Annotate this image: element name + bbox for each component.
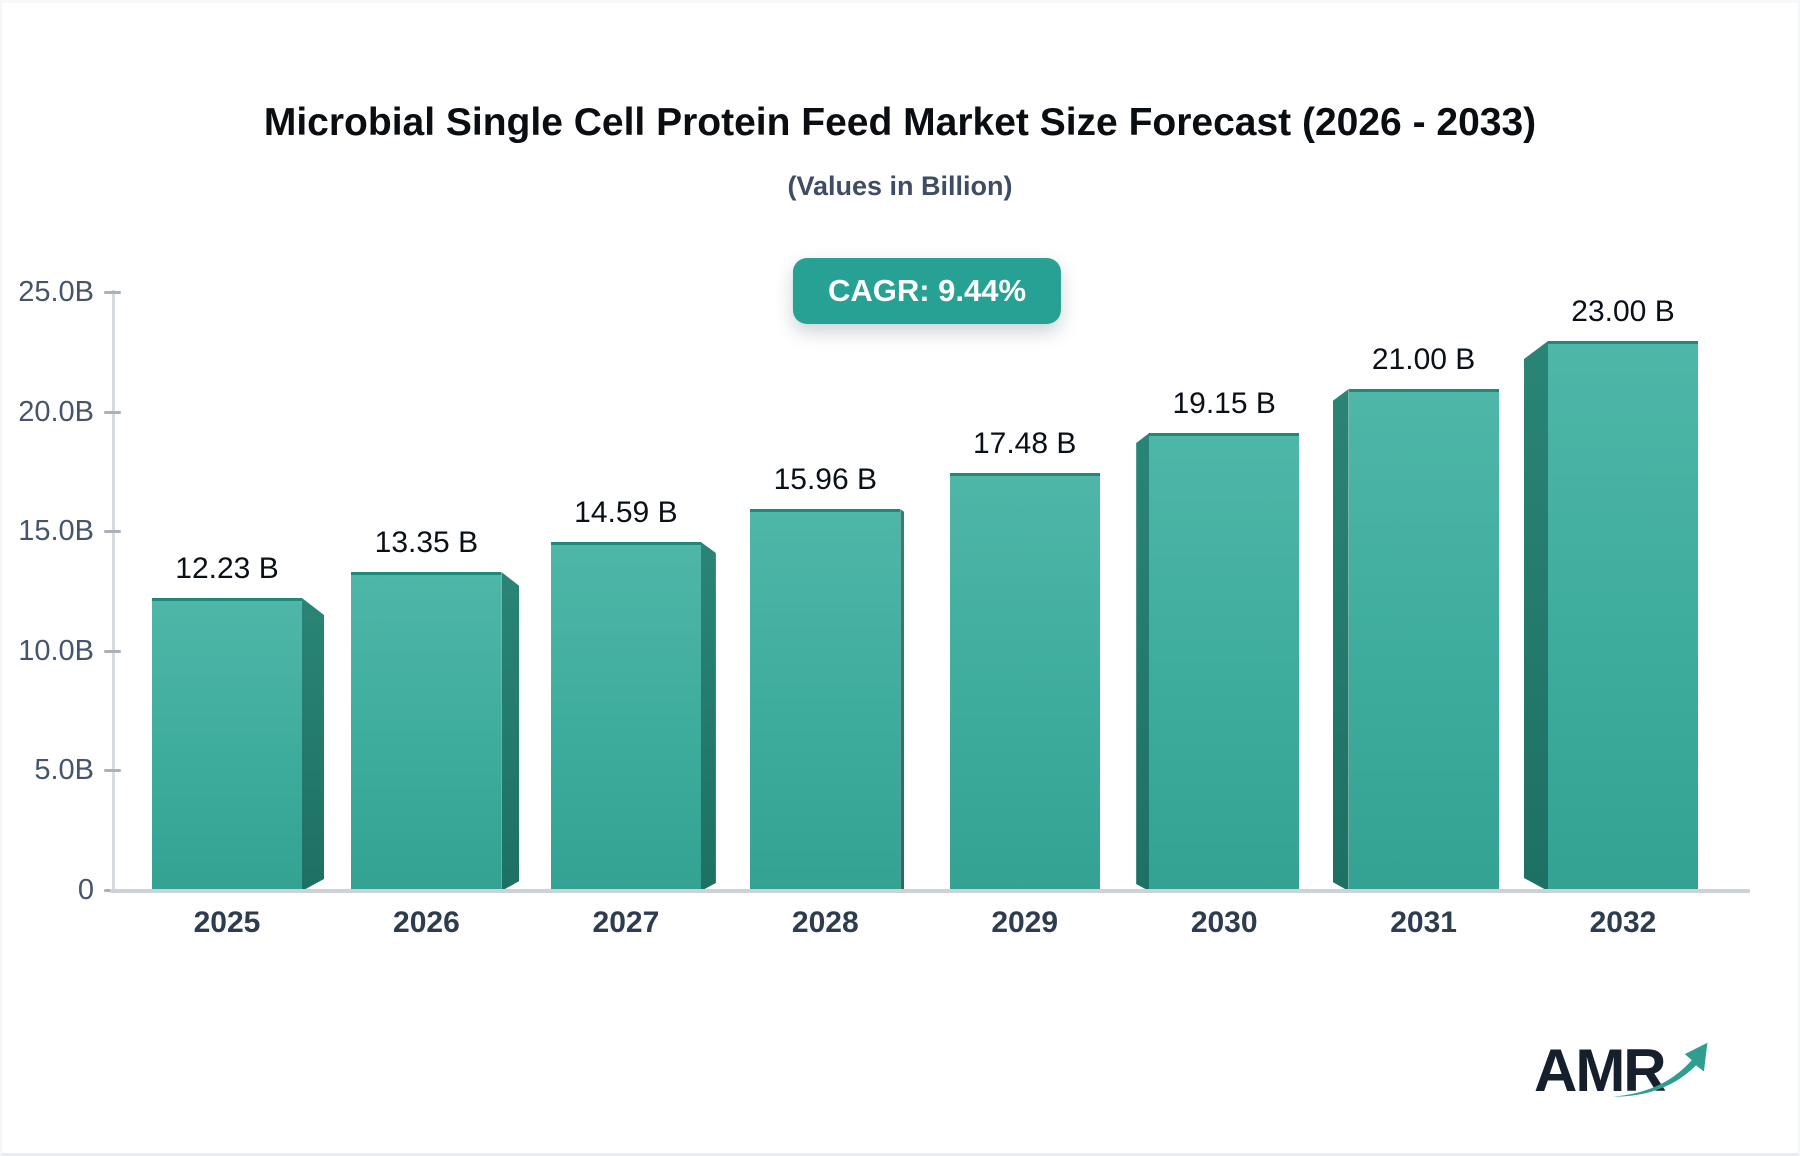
x-axis-label: 2027 — [592, 906, 660, 939]
x-axis-label: 2025 — [193, 906, 261, 939]
bar-side-panel — [501, 572, 520, 891]
y-axis-tick-mark — [104, 410, 121, 414]
bar-value-label: 19.15 B — [1172, 387, 1276, 420]
y-axis-tick-mark — [104, 649, 121, 653]
x-axis-line — [110, 889, 1750, 893]
bar-value-label: 21.00 B — [1371, 343, 1476, 376]
bar-2030[interactable] — [1149, 433, 1300, 891]
growth-arrow-icon — [1612, 1042, 1708, 1097]
cagr-badge-label: CAGR: 9.44% — [827, 273, 1027, 308]
bar-2031[interactable] — [1348, 389, 1499, 891]
bar-side-panel — [900, 509, 905, 891]
bar-value-label: 17.48 B — [972, 427, 1077, 460]
amr-logo[interactable]: AMR — [1534, 1031, 1744, 1117]
y-axis-tick-mark — [104, 769, 121, 773]
bar-value-label: 13.35 B — [374, 526, 479, 559]
chart-subtitle: (Values in Billion) — [787, 171, 1013, 201]
x-axis-label: 2028 — [791, 906, 859, 939]
x-axis-label: 2026 — [393, 906, 460, 939]
y-axis-tick-label: 5.0B — [34, 754, 94, 787]
y-axis-tick-mark — [104, 291, 121, 294]
bar-2029[interactable] — [949, 473, 1100, 891]
bar-2032[interactable] — [1548, 341, 1698, 891]
bar-2026[interactable] — [351, 572, 502, 891]
y-axis-tick-label: 10.0B — [18, 634, 94, 667]
x-axis-label: 2032 — [1589, 906, 1657, 939]
bar-side-panel — [1524, 341, 1548, 891]
y-axis-tick-label: 0 — [77, 874, 94, 906]
y-axis-tick-mark — [104, 530, 121, 534]
bar-value-label: 14.59 B — [574, 496, 678, 529]
bar-2028[interactable] — [750, 509, 901, 891]
bar-2025[interactable] — [152, 598, 302, 891]
bar-2027[interactable] — [550, 542, 701, 891]
cagr-badge: CAGR: 9.44% — [792, 258, 1062, 324]
y-axis-tick-label: 20.0B — [18, 395, 94, 428]
x-axis-label: 2030 — [1190, 906, 1258, 939]
y-axis-tick-label: 25.0B — [18, 276, 94, 308]
bar-chart-plot: 0 5.0B 10.0B 15.0B 20.0B 25.0B 12.23 B 2025 13.3… — [2, 3, 1798, 1153]
y-axis-tick-label: 15.0B — [18, 515, 94, 548]
bar-side-panel — [1136, 433, 1150, 891]
bar-side-panel — [1332, 389, 1349, 891]
chart-title: Microbial Single Cell Protein Feed Marke… — [263, 101, 1537, 144]
y-axis-line — [112, 290, 115, 891]
bar-value-label: 15.96 B — [773, 463, 877, 496]
bar-value-label: 23.00 B — [1571, 295, 1675, 328]
bar-value-label: 12.23 B — [175, 552, 279, 585]
bar-side-panel — [302, 598, 324, 891]
x-axis-label: 2031 — [1390, 906, 1457, 939]
x-axis-label: 2029 — [991, 906, 1059, 939]
bar-side-panel — [700, 542, 716, 891]
